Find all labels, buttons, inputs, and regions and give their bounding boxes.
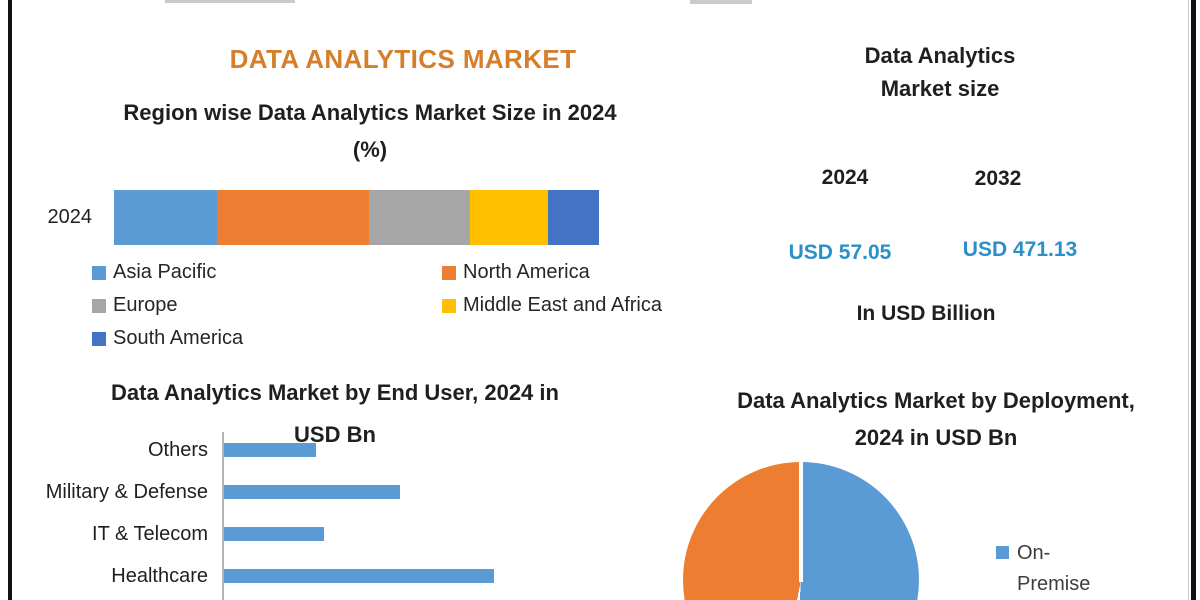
region-segment-asia-pacific [114, 190, 217, 245]
on-premise-legend-line1: On- [1017, 542, 1051, 564]
end-user-bar-others [224, 443, 316, 457]
region-segment-europe [368, 190, 471, 245]
end-user-chart-title-line1: Data Analytics Market by End User, 2024 … [111, 380, 559, 405]
right-frame-inner-line [1188, 0, 1189, 600]
legend-label-north-america: North America [463, 261, 590, 283]
legend-swatch-middle-east-and-africa [442, 298, 456, 313]
year-2024-label: 2024 [821, 166, 869, 189]
legend-label-middle-east-and-africa: Middle East and Africa [463, 294, 662, 316]
deployment-chart-title-line2: 2024 in USD Bn [854, 425, 1018, 450]
legend-swatch-north-america [442, 265, 456, 280]
legend-item-asia-pacific: Asia Pacific [92, 261, 216, 284]
deployment-legend-item: On- Premise [996, 538, 1090, 600]
end-user-bar-healthcare [224, 569, 494, 583]
on-premise-legend-line2: Premise [1017, 573, 1091, 595]
left-frame-border [8, 0, 12, 600]
legend-item-north-america: North America [442, 261, 590, 284]
legend-item-europe: Europe [92, 294, 178, 317]
end-user-bar-military-defense [224, 485, 400, 499]
market-value-2024: USD 57.05 [788, 241, 892, 264]
end-user-y-axis [222, 432, 224, 600]
region-segment-south-america [548, 190, 599, 245]
on-premise-legend-swatch [996, 546, 1009, 559]
legend-swatch-asia-pacific [92, 265, 106, 280]
region-segment-middle-east-and-africa [470, 190, 549, 245]
pie-slice-divider [799, 462, 803, 582]
usd-billion-note: In USD Billion [856, 302, 996, 325]
region-chart-title-line1: Region wise Data Analytics Market Size i… [123, 100, 617, 125]
end-user-label-it-telecom: IT & Telecom [92, 523, 208, 545]
legend-item-south-america: South America [92, 327, 243, 350]
end-user-bar-it-telecom [224, 527, 324, 541]
legend-label-europe: Europe [113, 294, 178, 316]
legend-label-south-america: South America [113, 327, 244, 349]
legend-label-asia-pacific: Asia Pacific [113, 261, 217, 283]
right-frame-border [1191, 0, 1196, 600]
deployment-chart-title-line1: Data Analytics Market by Deployment, [737, 388, 1135, 413]
main-title: DATA ANALYTICS MARKET [229, 44, 577, 74]
market-size-title-line1: Data Analytics [864, 43, 1016, 68]
legend-item-middle-east-and-africa: Middle East and Africa [442, 294, 662, 317]
region-stacked-bar [114, 190, 599, 245]
on-premise-legend-label: On- Premise [1017, 538, 1090, 600]
year-2032-label: 2032 [974, 167, 1022, 190]
legend-swatch-europe [92, 298, 106, 313]
end-user-chart-title-line2: USD Bn [294, 422, 376, 447]
end-user-label-others: Others [147, 439, 208, 461]
market-size-title-line2: Market size [880, 76, 1000, 101]
end-user-label-healthcare: Healthcare [111, 565, 208, 587]
legend-swatch-south-america [92, 331, 106, 346]
region-chart-title-line2: (%) [352, 137, 388, 162]
end-user-label-military-defense: Military & Defense [45, 481, 208, 503]
region-segment-north-america [216, 190, 369, 245]
top-edge-artifact [690, 0, 752, 4]
market-value-2032: USD 471.13 [962, 238, 1078, 261]
top-edge-artifact [165, 0, 295, 3]
region-bar-row-label: 2024 [47, 206, 93, 228]
